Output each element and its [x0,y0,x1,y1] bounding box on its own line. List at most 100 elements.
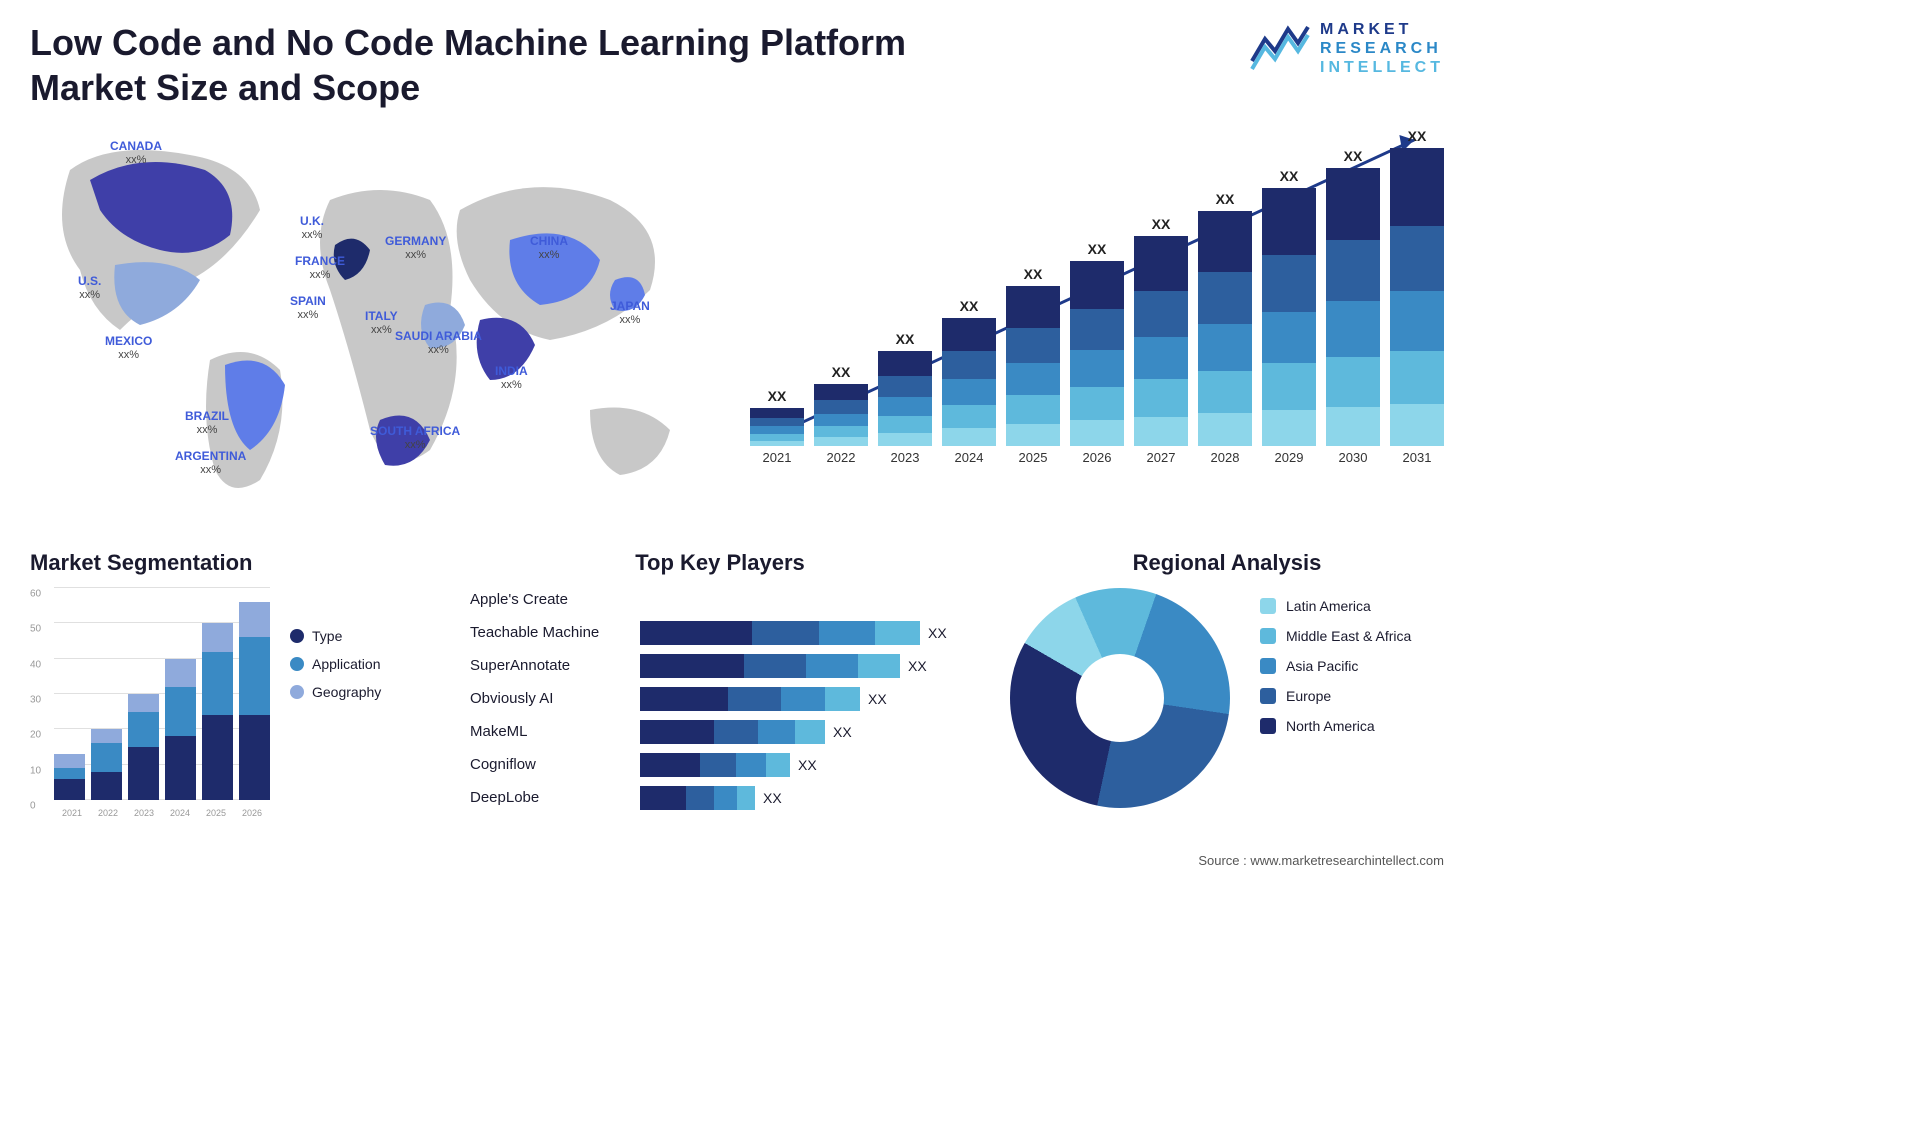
kp-segment [752,621,819,645]
bar-segment [1390,291,1444,351]
map-label: BRAZILxx% [185,410,229,436]
bar-segment [878,433,932,446]
bar-stack [1006,286,1060,446]
bar-segment [1326,301,1380,357]
bar-top-label: XX [896,331,915,347]
main-forecast-chart: XX2021XX2022XX2023XX2024XX2025XX2026XX20… [740,130,1444,490]
logo-line1: MARKET [1320,20,1444,39]
regional-panel: Regional Analysis Latin America Middle Ea… [1010,550,1444,818]
map-label: JAPANxx% [610,300,650,326]
bar-stack [942,318,996,446]
legend-label: Type [312,628,342,644]
ra-legend-item: Asia Pacific [1260,658,1411,674]
seg-legend-item: Application [290,656,381,672]
seg-segment [91,743,122,771]
bar-segment [878,397,932,416]
bar-segment [1070,420,1124,446]
bar-segment [1070,261,1124,309]
kp-value: XX [868,691,887,707]
logo: MARKET RESEARCH INTELLECT [1250,20,1444,78]
seg-legend-item: Type [290,628,381,644]
bar-top-label: XX [960,298,979,314]
bottom-row: Market Segmentation 01020304050602021202… [30,550,1444,818]
bar-segment [1134,291,1188,337]
bar-segment [1198,324,1252,371]
bar-year-label: 2027 [1147,450,1176,465]
kp-label: SuperAnnotate [470,654,630,678]
regional-title: Regional Analysis [1010,550,1444,576]
bar-stack [1134,236,1188,446]
main-bar-col: XX2028 [1198,191,1252,465]
logo-mark-icon [1250,21,1310,76]
legend-label: North America [1286,718,1375,734]
source-text: Source : www.marketresearchintellect.com [1198,853,1444,868]
main-bar-col: XX2022 [814,364,868,465]
seg-stack [239,602,270,800]
bar-stack [1390,148,1444,446]
seg-stack [54,754,85,800]
seg-segment [239,602,270,637]
bar-top-label: XX [1280,168,1299,184]
main-bar-col: XX2027 [1134,216,1188,465]
ra-legend-item: Europe [1260,688,1411,704]
legend-swatch-icon [1260,628,1276,644]
segmentation-panel: Market Segmentation 01020304050602021202… [30,550,430,818]
bar-segment [942,428,996,446]
ra-legend-item: North America [1260,718,1411,734]
seg-bar-col [128,694,159,800]
regional-donut-chart [1010,588,1230,808]
seg-ytick: 20 [30,730,41,741]
bar-stack [1198,211,1252,446]
seg-segment [91,729,122,743]
bar-segment [814,384,868,400]
top-row: CANADAxx%U.S.xx%MEXICOxx%BRAZILxx%ARGENT… [30,130,1444,520]
ra-legend-item: Middle East & Africa [1260,628,1411,644]
legend-label: Middle East & Africa [1286,628,1411,644]
kp-stack [640,654,900,678]
bar-segment [814,426,868,437]
seg-ytick: 10 [30,765,41,776]
main-bar-col: XX2023 [878,331,932,465]
bar-segment [878,351,932,376]
bar-segment [750,418,804,426]
seg-segment [54,768,85,779]
kp-label: DeepLobe [470,786,630,810]
segmentation-legend: TypeApplicationGeography [290,588,381,818]
bar-segment [750,426,804,434]
kp-segment [640,654,744,678]
kp-segment [728,687,781,711]
seg-segment [128,694,159,712]
legend-swatch-icon [1260,688,1276,704]
kp-segment [640,687,728,711]
legend-dot-icon [290,629,304,643]
header: Low Code and No Code Machine Learning Pl… [30,20,1444,110]
bar-stack [1326,168,1380,446]
seg-ytick: 40 [30,659,41,670]
kp-segment [640,753,700,777]
bar-top-label: XX [1088,241,1107,257]
bar-year-label: 2025 [1019,450,1048,465]
kp-label: Teachable Machine [470,621,630,645]
key-players-panel: Top Key Players Apple's CreateTeachable … [470,550,970,818]
kp-segment [736,753,766,777]
map-label: ARGENTINAxx% [175,450,246,476]
bar-year-label: 2029 [1275,450,1304,465]
seg-segment [165,736,196,800]
seg-bar-col [165,659,196,800]
donut-ring [1010,588,1230,808]
ra-legend-item: Latin America [1260,598,1411,614]
legend-label: Asia Pacific [1286,658,1358,674]
kp-row: XX [640,753,970,777]
map-label: INDIAxx% [495,365,528,391]
kp-label: Obviously AI [470,687,630,711]
bar-segment [878,416,932,433]
world-map: CANADAxx%U.S.xx%MEXICOxx%BRAZILxx%ARGENT… [30,130,710,520]
kp-segment [640,786,686,810]
bar-top-label: XX [768,388,787,404]
seg-segment [128,712,159,747]
logo-line3: INTELLECT [1320,58,1444,77]
kp-segment [640,621,752,645]
bar-segment [1390,351,1444,405]
bar-segment [1326,240,1380,301]
bar-stack [814,384,868,446]
